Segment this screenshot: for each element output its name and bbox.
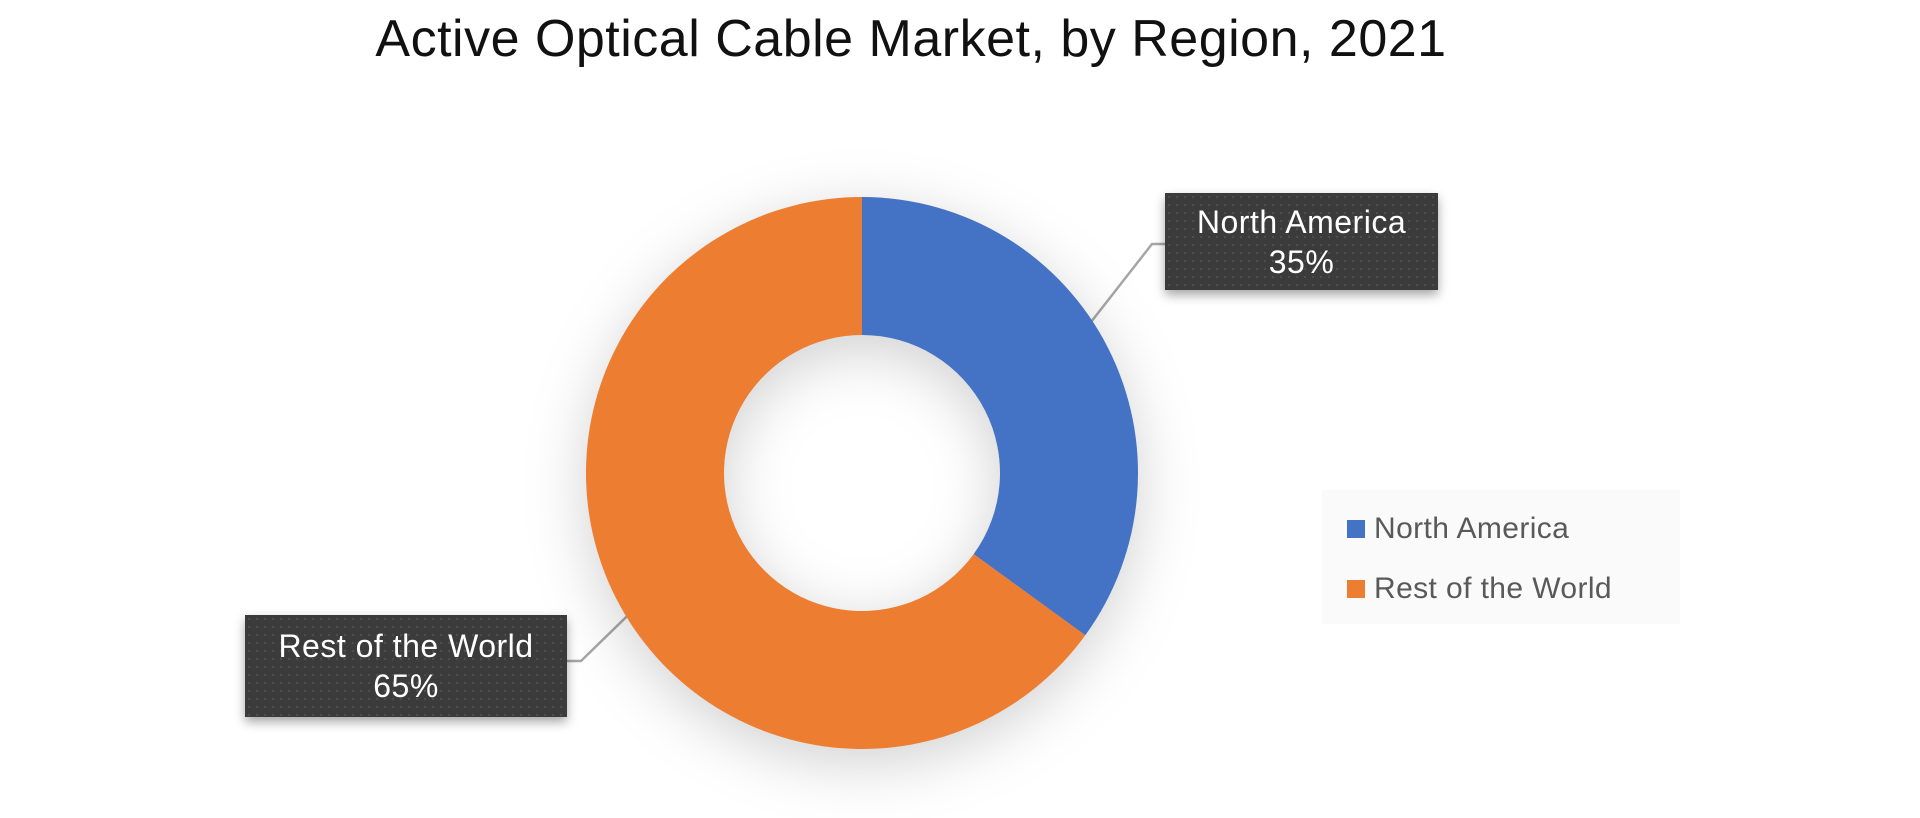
legend-label-rest-of-the-world: Rest of the World (1374, 572, 1613, 605)
legend-swatch-north-america-icon (1347, 520, 1365, 538)
chart-title: Active Optical Cable Market, by Region, … (375, 10, 1447, 68)
callout-north-america-value: 35% (1268, 243, 1335, 280)
legend-item-rest-of-the-world: Rest of the World (1347, 559, 1680, 619)
callout-north-america: North America 35% (1165, 193, 1438, 290)
donut-ring (586, 197, 1139, 750)
callout-north-america-label: North America (1196, 203, 1407, 240)
callout-rest-of-the-world: Rest of the World 65% (245, 615, 567, 717)
legend: North America Rest of the World (1322, 490, 1680, 624)
legend-label-north-america: North America (1374, 512, 1570, 545)
legend-swatch-rest-of-the-world-icon (1347, 580, 1365, 598)
pie-slice-north-america (862, 197, 1139, 636)
callout-rest-of-the-world-value: 65% (373, 668, 439, 704)
callout-rest-of-the-world-label: Rest of the World (278, 628, 534, 664)
pie-slice-rest-of-the-world (586, 197, 1086, 750)
legend-item-north-america: North America (1347, 499, 1680, 559)
